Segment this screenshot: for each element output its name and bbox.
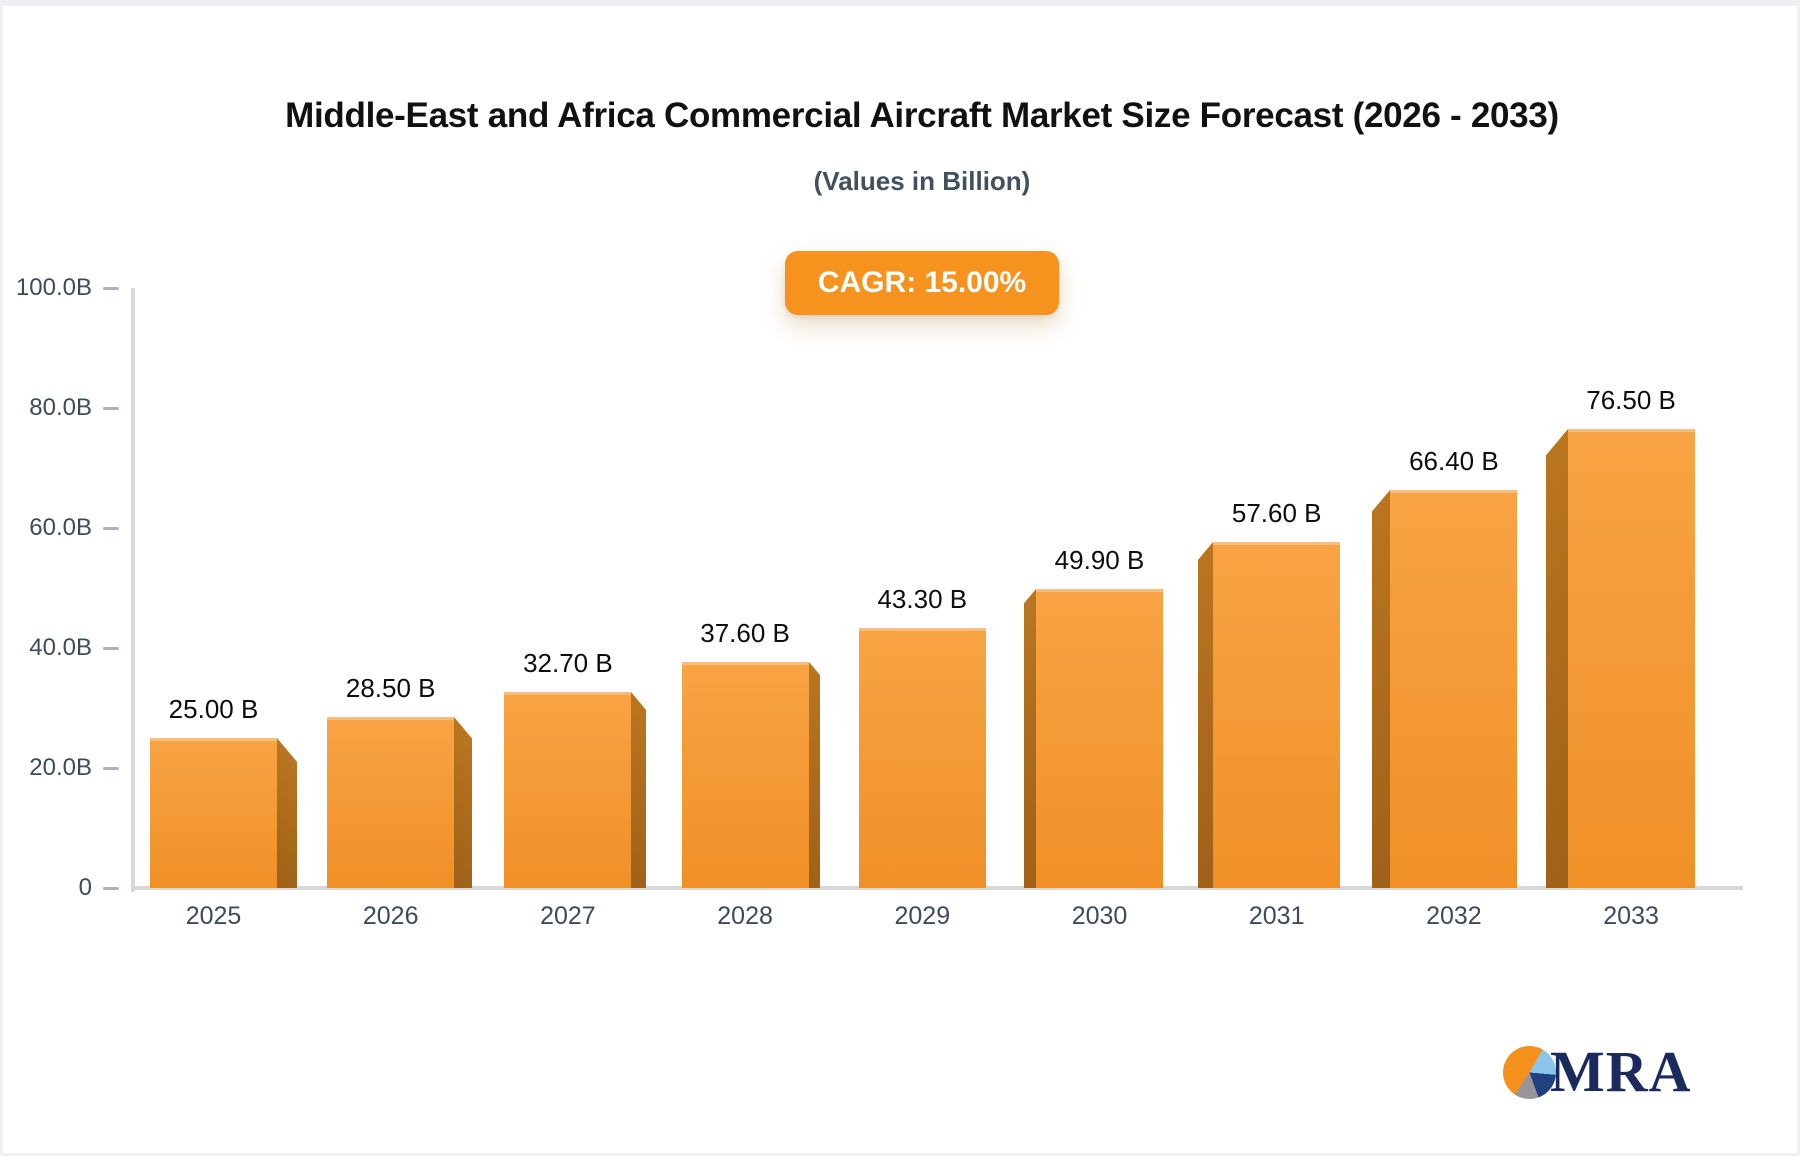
bar-2027 [504, 692, 647, 888]
y-tick-label: 40.0B [29, 634, 92, 661]
bar-side-face [1024, 589, 1036, 888]
bar-value-label: 57.60 B [1231, 498, 1322, 528]
bar-side-face [631, 692, 647, 888]
bar-2028 [681, 662, 820, 888]
bar-side-face [1372, 490, 1391, 888]
bar-value-label: 28.50 B [345, 673, 436, 703]
x-category-label: 2025 [185, 902, 242, 930]
bar-2026 [327, 717, 473, 888]
bar-2030 [1024, 589, 1163, 888]
bar-face [681, 662, 809, 888]
y-axis-line [131, 288, 135, 892]
bar-value-label: 43.30 B [877, 584, 968, 614]
y-tick-dash [103, 286, 119, 290]
bar-value-label: 76.50 B [1586, 385, 1676, 415]
top-border-strip [0, 0, 1800, 6]
bar-face [1213, 542, 1341, 888]
logo-text: MRA [1550, 1039, 1692, 1104]
bar-side-face [808, 662, 820, 888]
bar-side-face [1198, 542, 1214, 888]
x-axis-line [131, 886, 1743, 890]
bar-2025 [150, 738, 297, 888]
bar-2031 [1198, 542, 1341, 888]
cagr-badge-row: CAGR: 15.00% [0, 251, 1800, 315]
bar-face [504, 692, 632, 888]
bar-face [1390, 490, 1518, 888]
chart-title: Middle-East and Africa Commercial Aircra… [285, 96, 1559, 135]
y-tick-label: 100.0B [15, 274, 92, 301]
bar-face [150, 738, 277, 888]
x-category-label: 2033 [1603, 902, 1659, 930]
y-tick-dash [103, 406, 119, 410]
pie-chart-icon [1503, 1046, 1556, 1099]
chart-subtitle: (Values in Billion) [813, 166, 1031, 196]
y-tick-label: 80.0B [29, 394, 92, 421]
bar-value-label: 66.40 B [1409, 446, 1499, 476]
bar-face [1036, 589, 1163, 888]
bar-2033 [1545, 429, 1695, 888]
bar-value-label: 49.90 B [1054, 545, 1145, 575]
y-tick-dash [103, 886, 119, 890]
y-tick-label: 0 [78, 874, 92, 901]
x-category-label: 2031 [1248, 902, 1305, 930]
bar-side-face [277, 738, 297, 888]
y-tick-dash [103, 526, 119, 530]
bar-face [327, 717, 455, 888]
x-category-label: 2032 [1426, 902, 1482, 930]
bar-face [1567, 429, 1695, 888]
bar-value-label: 37.60 B [700, 618, 790, 648]
x-category-label: 2030 [1071, 902, 1128, 930]
y-tick-dash [103, 766, 119, 770]
y-tick-dash [103, 646, 119, 650]
brand-logo: MRA [1503, 1039, 1763, 1112]
x-category-label: 2028 [717, 902, 773, 930]
x-category-label: 2029 [894, 902, 951, 930]
x-category-label: 2026 [362, 902, 419, 930]
bar-side-face [454, 717, 473, 888]
bar-2032 [1372, 490, 1518, 888]
bar-face [858, 628, 986, 888]
x-category-label: 2027 [540, 902, 596, 930]
bar-value-label: 32.70 B [523, 648, 613, 678]
bar-2029 [858, 628, 986, 888]
cagr-badge: CAGR: 15.00% [784, 251, 1060, 315]
bar-value-label: 25.00 B [168, 694, 259, 724]
y-tick-label: 60.0B [29, 514, 92, 541]
bar-side-face [1545, 429, 1568, 888]
y-tick-label: 20.0B [29, 754, 92, 781]
